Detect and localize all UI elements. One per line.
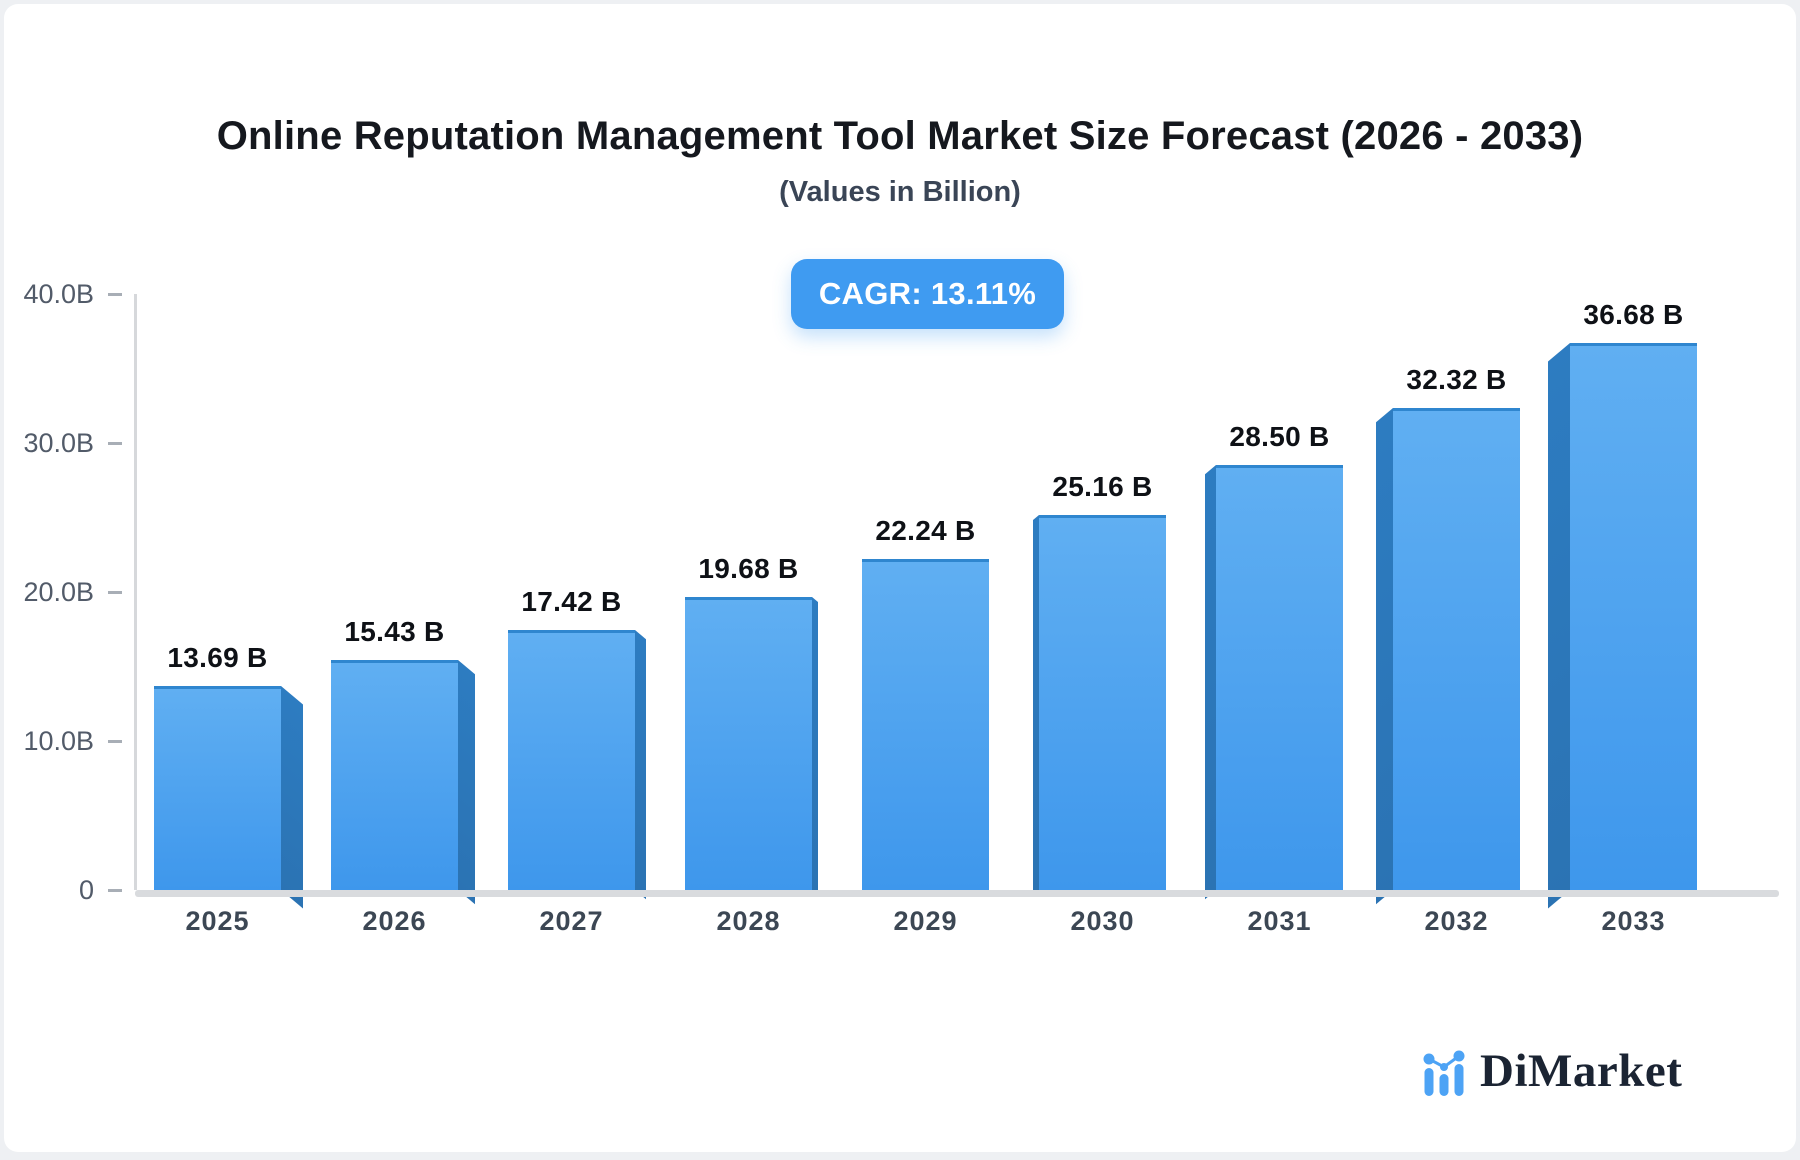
bar-side-face: [812, 596, 818, 896]
bar-side-face: [1376, 408, 1393, 905]
chart-title: Online Reputation Management Tool Market…: [216, 114, 1584, 158]
x-tick-label: 2026: [362, 906, 427, 936]
bar-value-label: 17.42 B: [521, 586, 622, 618]
y-tick-label: 30.0B: [23, 428, 94, 458]
y-tick-label: 0: [78, 875, 94, 905]
dimarket-logo-icon: [1423, 1050, 1465, 1096]
chart-card: Online Reputation Management Tool Market…: [4, 4, 1796, 1152]
bar-value-label: 19.68 B: [698, 552, 799, 584]
bar: [1393, 408, 1520, 890]
bar-value-label: 15.43 B: [344, 616, 445, 648]
y-tick-label: 20.0B: [23, 577, 94, 607]
bar: [154, 686, 281, 890]
bar-side-face: [1205, 465, 1216, 900]
x-tick-label: 2031: [1247, 906, 1312, 936]
brand-logo-text: DiMarket: [1480, 1045, 1683, 1097]
y-tick-dash: [108, 590, 122, 594]
x-tick-label: 2029: [893, 906, 958, 936]
x-tick-label: 2028: [716, 906, 781, 936]
bar: [1216, 465, 1343, 890]
bar: [1570, 343, 1697, 890]
x-tick-label: 2033: [1601, 906, 1666, 936]
y-tick-dash: [108, 739, 122, 743]
y-tick-dash: [108, 292, 122, 296]
bar: [508, 630, 635, 890]
x-tick-label: 2027: [539, 906, 604, 936]
y-tick-dash: [108, 888, 122, 892]
bar-value-label: 25.16 B: [1052, 471, 1153, 503]
y-tick-label: 40.0B: [23, 279, 94, 309]
bar: [862, 558, 989, 890]
brand-logo: DiMarket: [1422, 1040, 1682, 1096]
cagr-badge: CAGR: 13.11%: [791, 259, 1064, 329]
bar-value-label: 32.32 B: [1406, 364, 1507, 396]
bar: [331, 660, 458, 890]
bar-value-label: 36.68 B: [1583, 299, 1684, 331]
bar: [1039, 515, 1166, 890]
x-tick-label: 2030: [1070, 906, 1135, 936]
bar-chart: 0 10.0B 20.0B 30.0B 40.0B 13.69 B 2025 15.43 B 2…: [4, 4, 1800, 1160]
bar-side-face: [1548, 343, 1570, 909]
x-tick-label: 2025: [185, 906, 250, 936]
bar-side-face: [635, 630, 646, 900]
bar-side-face: [281, 686, 303, 909]
bar-side-face: [458, 660, 475, 905]
y-tick-label: 10.0B: [23, 726, 94, 756]
y-tick-dash: [108, 441, 122, 445]
bar: [685, 596, 812, 890]
y-axis-line: [134, 294, 137, 890]
x-tick-label: 2032: [1424, 906, 1489, 936]
bar-value-label: 13.69 B: [167, 642, 268, 674]
bar-value-label: 28.50 B: [1229, 421, 1330, 453]
x-axis-floor: [135, 890, 1779, 897]
chart-subtitle: (Values in Billion): [779, 176, 1021, 208]
bar-value-label: 22.24 B: [875, 514, 976, 546]
